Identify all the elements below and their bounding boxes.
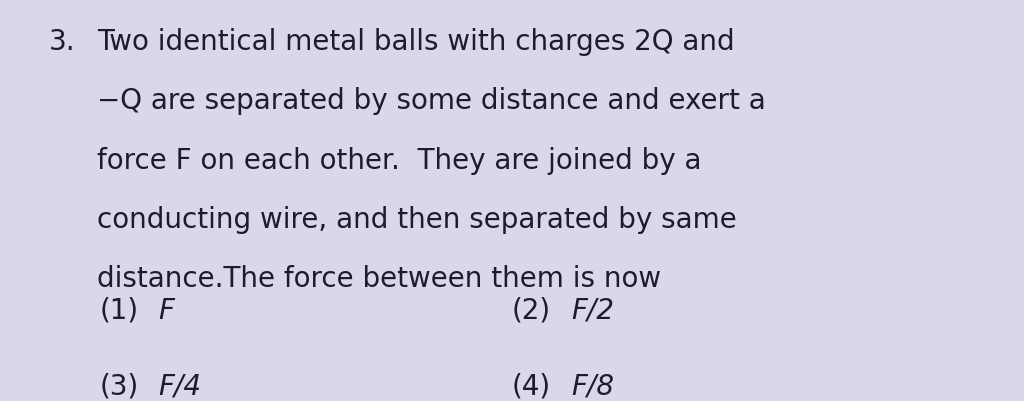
Text: F/2: F/2 (571, 297, 614, 325)
Text: conducting wire, and then separated by same: conducting wire, and then separated by s… (97, 206, 737, 234)
Text: distance.The force between them is now: distance.The force between them is now (97, 265, 662, 294)
Text: F/4: F/4 (159, 373, 202, 401)
Text: (1): (1) (99, 297, 138, 325)
Text: (4): (4) (512, 373, 551, 401)
Text: (3): (3) (99, 373, 138, 401)
Text: force F on each other.  They are joined by a: force F on each other. They are joined b… (97, 147, 701, 175)
Text: F/8: F/8 (571, 373, 614, 401)
Text: 3.: 3. (49, 28, 76, 56)
Text: (2): (2) (512, 297, 551, 325)
Text: Two identical metal balls with charges 2Q and: Two identical metal balls with charges 2… (97, 28, 735, 56)
Text: −Q are separated by some distance and exert a: −Q are separated by some distance and ex… (97, 87, 766, 115)
Text: F: F (159, 297, 175, 325)
